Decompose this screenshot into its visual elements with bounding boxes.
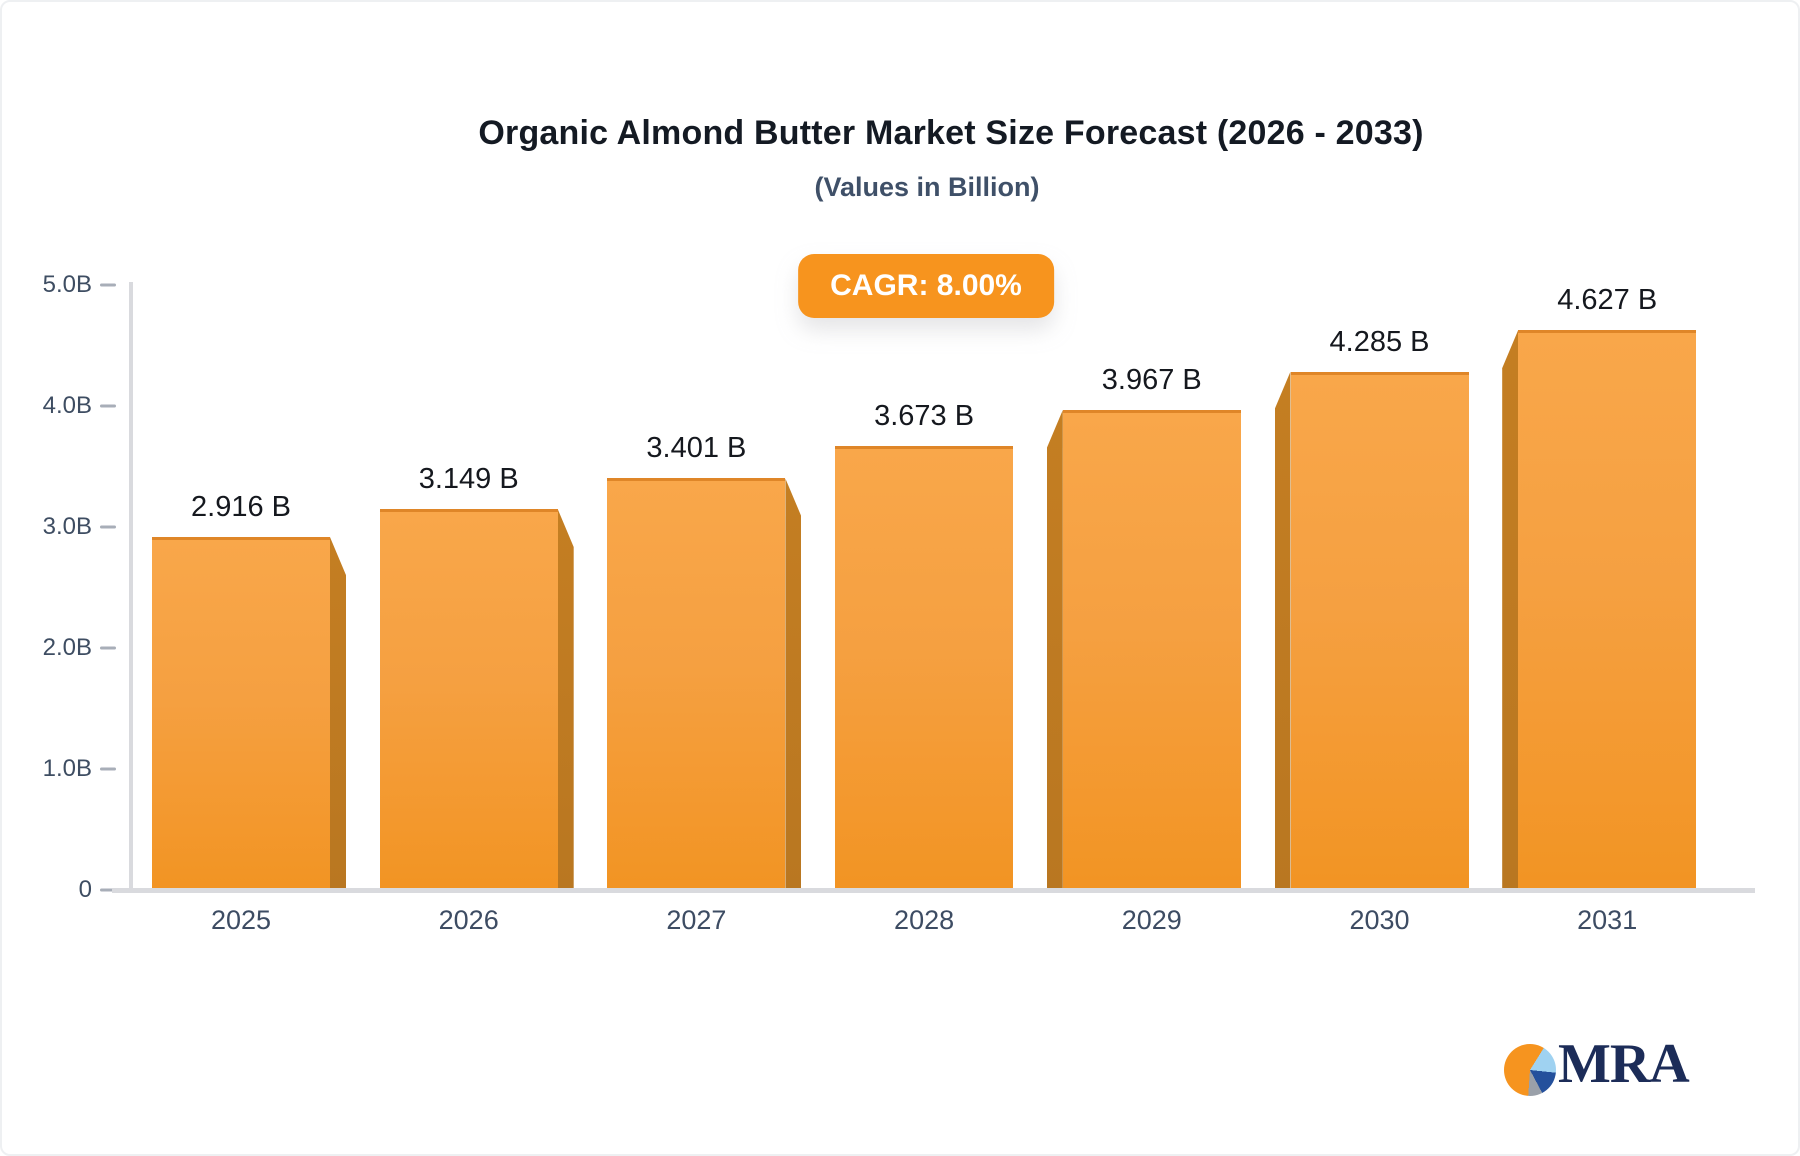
bar-bevel: [1274, 371, 1291, 890]
y-tick-dash: [100, 525, 116, 529]
bar-value-label: 4.627 B: [1557, 284, 1658, 317]
y-axis-line: [129, 282, 133, 890]
bar-value-label: 3.401 B: [646, 432, 747, 465]
bar-value-label: 2.916 B: [191, 491, 291, 524]
bar-bevel: [1502, 330, 1519, 890]
x-tick-label: 2029: [1121, 905, 1182, 935]
bar: [1062, 409, 1241, 890]
y-tick-dash: [100, 646, 116, 650]
bar-bevel: [557, 508, 574, 890]
x-tick-label: 2031: [1577, 905, 1638, 935]
cagr-badge: CAGR: 8.00%: [798, 254, 1054, 318]
chart-title: Organic Almond Butter Market Size Foreca…: [478, 114, 1424, 152]
bar: [379, 508, 558, 890]
x-tick-label: 2027: [666, 905, 727, 935]
y-tick-label: 0: [78, 876, 92, 903]
bar-bevel: [1046, 409, 1063, 890]
bar: [835, 445, 1014, 890]
x-axis-line: [112, 888, 1755, 893]
y-tick-dash: [100, 283, 116, 287]
bar: [607, 478, 786, 890]
chart-subtitle: (Values in Billion): [814, 172, 1040, 202]
bar-value-label: 3.673 B: [874, 399, 975, 432]
bar: [1518, 330, 1697, 890]
y-tick-label: 5.0B: [42, 271, 92, 298]
x-tick-label: 2028: [894, 905, 955, 935]
bar-bevel: [785, 478, 802, 890]
y-tick-dash: [100, 404, 116, 408]
y-tick-label: 3.0B: [42, 513, 92, 540]
bar: [1290, 371, 1469, 890]
x-tick-label: 2026: [438, 905, 499, 935]
logo-text: MRA: [1558, 1033, 1690, 1095]
bar-bevel: [330, 537, 346, 890]
x-tick-label: 2025: [210, 905, 272, 935]
bar-value-label: 4.285 B: [1329, 325, 1430, 358]
logo: MRA: [1504, 1032, 1690, 1096]
bar-value-label: 3.967 B: [1101, 363, 1202, 396]
pie-chart-icon: [1504, 1044, 1556, 1096]
y-tick-dash: [100, 767, 116, 771]
x-tick-label: 2030: [1349, 905, 1410, 935]
bar: [152, 537, 330, 890]
y-tick-label: 2.0B: [42, 634, 92, 661]
y-tick-label: 4.0B: [42, 392, 92, 419]
bar-value-label: 3.149 B: [418, 462, 519, 495]
y-tick-label: 1.0B: [42, 755, 92, 782]
y-tick-dash: [100, 888, 116, 892]
